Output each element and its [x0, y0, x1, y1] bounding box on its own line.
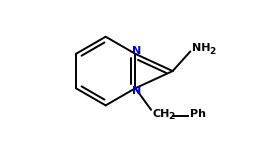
Text: Ph: Ph [190, 109, 206, 119]
Text: 2: 2 [168, 112, 174, 121]
Text: N: N [132, 86, 141, 96]
Text: NH: NH [192, 44, 211, 54]
Text: N: N [132, 46, 141, 56]
Text: 2: 2 [209, 47, 215, 56]
Text: CH: CH [152, 109, 169, 119]
